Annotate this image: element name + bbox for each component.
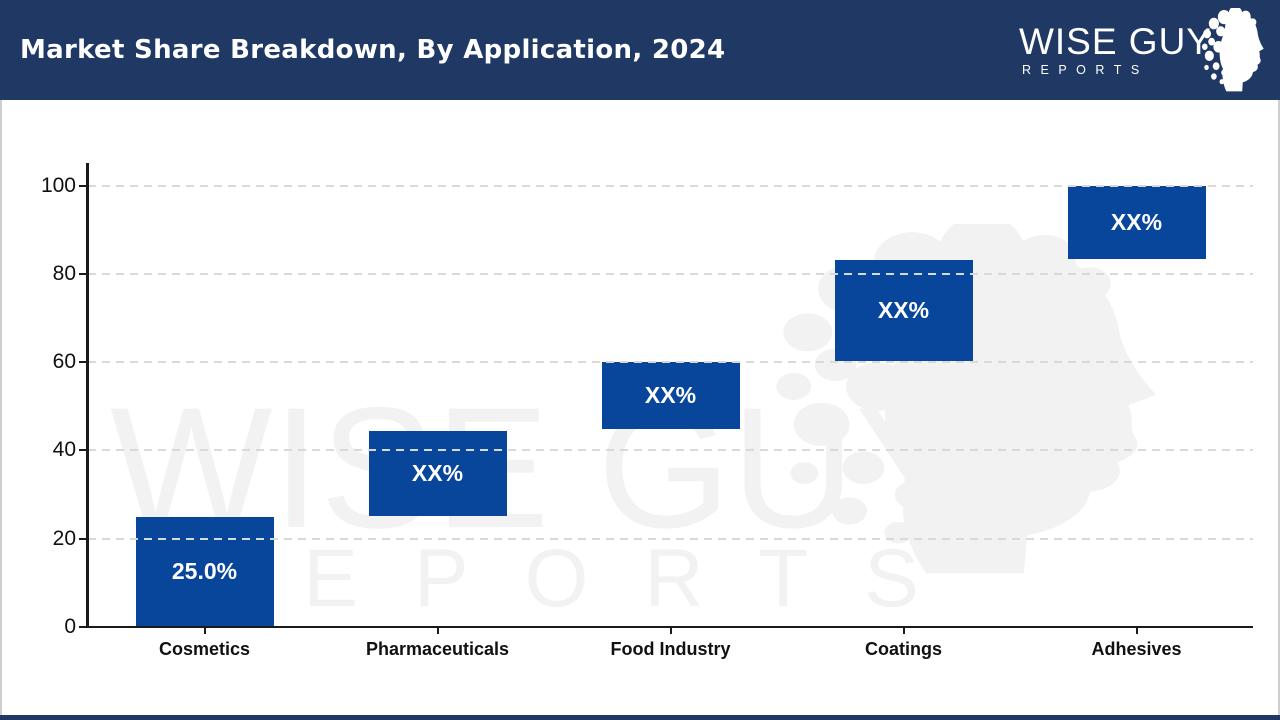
x-tick (669, 628, 672, 634)
y-tick-label: 20 (52, 526, 76, 550)
bar-cosmetics: 25.0% (135, 516, 274, 627)
y-tick-40 (79, 449, 86, 452)
x-axis-label: Cosmetics (158, 639, 251, 659)
bar-value-label: XX% (644, 381, 697, 408)
y-tick-100 (79, 184, 86, 187)
x-tick (203, 628, 206, 634)
gridline-20 (88, 537, 1253, 540)
y-tick-label: 80 (52, 261, 76, 285)
x-axis-line (86, 625, 1253, 628)
logo-head-icon (1201, 8, 1264, 92)
logo-name: WISE GUY (1018, 21, 1212, 62)
y-tick-label: 100 (40, 173, 76, 197)
x-axis-label: Pharmaceuticals (365, 639, 510, 659)
bar-value-label: XX% (411, 459, 464, 486)
gridline-60 (88, 361, 1253, 364)
y-tick-label: 0 (64, 615, 76, 638)
y-tick-0 (79, 626, 86, 628)
x-tick (436, 628, 439, 634)
page-title: Market Share Breakdown, By Application, … (20, 35, 726, 65)
y-tick-60 (79, 361, 86, 364)
x-axis-label: Adhesives (1091, 639, 1182, 659)
gridline-40 (88, 449, 1253, 452)
y-tick-80 (79, 272, 86, 275)
footer-bar (0, 715, 1280, 720)
gridline-80 (88, 272, 1253, 275)
bar-pharmaceuticals: XX% (368, 431, 507, 516)
x-tick (1135, 628, 1138, 634)
y-tick-20 (79, 537, 86, 540)
logo-tagline: REPORTS (1021, 63, 1149, 77)
logo-text: WISE GUY REPORTS (1019, 23, 1212, 77)
y-tick-label: 40 (52, 438, 76, 462)
bar-value-label: XX% (877, 297, 930, 324)
x-tick (902, 628, 905, 634)
bar-value-label: XX% (1110, 208, 1163, 235)
x-axis-label: Food Industry (610, 639, 731, 659)
header: Market Share Breakdown, By Application, … (0, 0, 1280, 100)
wise-guy-logo: WISE GUY REPORTS (1019, 8, 1266, 92)
bar-food-industry: XX% (601, 362, 740, 429)
bar-adhesives: XX% (1067, 186, 1206, 259)
y-tick-label: 60 (52, 350, 76, 374)
y-axis-line (86, 163, 89, 628)
bar-value-label: 25.0% (171, 558, 238, 585)
bar-coatings: XX% (834, 260, 973, 362)
gridline-100 (88, 184, 1253, 187)
x-axis-label: Coatings (864, 639, 942, 659)
watermark-tagline: REPORTS (188, 533, 975, 624)
